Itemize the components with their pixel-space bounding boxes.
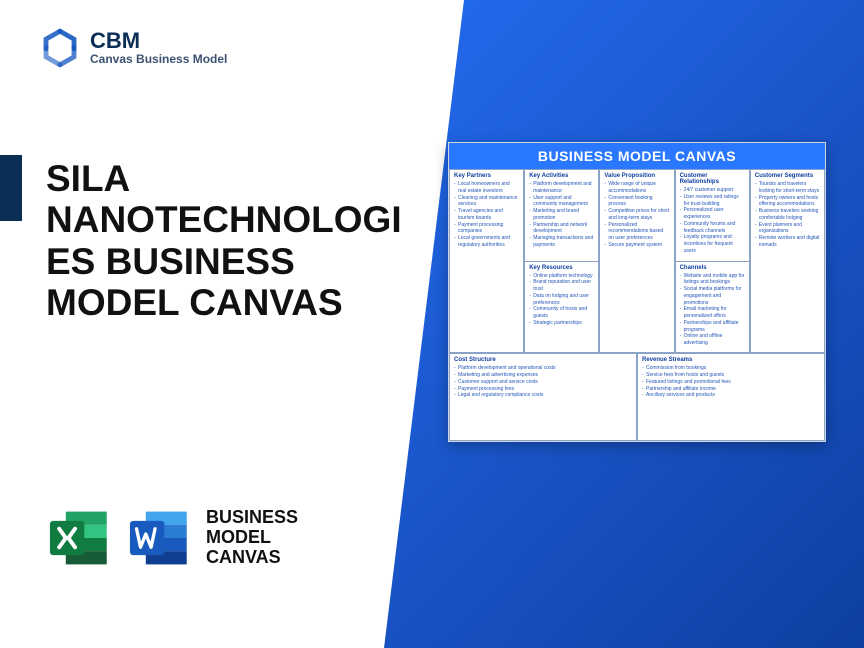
list-item: User support and community management (529, 195, 594, 209)
canvas-body: Key Partners Local homeowners and real e… (449, 169, 825, 441)
app-label: BUSINESSMODELCANVAS (206, 508, 298, 567)
brand-logo-block: CBM Canvas Business Model (40, 28, 227, 68)
list-item: Business travelers seeking comfortable l… (755, 208, 820, 222)
list-item: Personalized user experiences (680, 207, 745, 221)
list-item: Service fees from hosts and guests (642, 372, 820, 379)
accent-bar (0, 155, 22, 221)
list-item: Email marketing for personalized offers (680, 306, 745, 320)
list-item: Managing transactions and payments (529, 235, 594, 249)
list-item: Online and offline advertising (680, 333, 745, 347)
cell-relationships-channels: Customer Relationships 24/7 customer sup… (675, 169, 750, 353)
canvas-title: BUSINESS MODEL CANVAS (449, 143, 825, 169)
canvas-card: BUSINESS MODEL CANVAS Key Partners Local… (448, 142, 826, 442)
list-item: Commission from bookings (642, 365, 820, 372)
list-item: Data on lodging and user preferences (529, 293, 594, 307)
list-item: Website and mobile app for listings and … (680, 273, 745, 287)
list-item: Local homeowners and real estate investo… (454, 181, 519, 195)
list-item: Legal and regulatory compliance costs (454, 392, 632, 399)
list-item: Featured listings and promotional fees (642, 379, 820, 386)
list-item: Personalized recommendations based on us… (604, 222, 669, 242)
list-item: Partnerships and affiliate programs (680, 320, 745, 334)
list-item: Platform development and maintenance (529, 181, 594, 195)
list-item: Strategic partnerships (529, 320, 594, 327)
list-item: Online platform technology (529, 273, 594, 280)
list-item: Convenient booking process (604, 195, 669, 209)
list-item: 24/7 customer support (680, 187, 745, 194)
word-icon (126, 505, 192, 571)
cell-revenue-streams: Revenue Streams Commission from bookings… (637, 353, 825, 441)
list-item: Social media platforms for engagement an… (680, 286, 745, 306)
list-item: Customer support and service costs (454, 379, 632, 386)
list-item: User reviews and ratings for trust-build… (680, 194, 745, 208)
list-item: Payment processing companies (454, 222, 519, 236)
cell-cost-structure: Cost Structure Platform development and … (449, 353, 637, 441)
list-item: Event planners and organizations (755, 222, 820, 236)
list-item: Travel agencies and tourism boards (454, 208, 519, 222)
cell-key-partners: Key Partners Local homeowners and real e… (449, 169, 524, 353)
excel-icon (46, 505, 112, 571)
list-item: Community of hosts and guests (529, 306, 594, 320)
list-item: Platform development and operational cos… (454, 365, 632, 372)
list-item: Cleaning and maintenance services (454, 195, 519, 209)
list-item: Competitive prices for short and long-te… (604, 208, 669, 222)
cell-key-activities-resources: Key Activities Platform development and … (524, 169, 599, 353)
cbm-logo-icon (40, 28, 80, 68)
page-title: SILA NANOTECHNOLOGIES BUSINESS MODEL CAN… (46, 158, 406, 324)
brand-subtitle: Canvas Business Model (90, 52, 227, 66)
list-item: Tourists and travelers looking for short… (755, 181, 820, 195)
list-item: Secure payment system (604, 242, 669, 249)
list-item: Partnership and network development (529, 222, 594, 236)
list-item: Marketing and brand promotion (529, 208, 594, 222)
list-item: Local governments and regulatory authori… (454, 235, 519, 249)
list-item: Marketing and advertising expenses (454, 372, 632, 379)
list-item: Wide range of unique accommodations (604, 181, 669, 195)
list-item: Loyalty programs and incentives for freq… (680, 234, 745, 254)
list-item: Remote workers and digital nomads (755, 235, 820, 249)
cell-customer-segments: Customer Segments Tourists and travelers… (750, 169, 825, 353)
list-item: Property owners and hosts offering accom… (755, 195, 820, 209)
app-icons-row: BUSINESSMODELCANVAS (46, 505, 298, 571)
list-item: Partnership and affiliate income (642, 386, 820, 393)
list-item: Ancillary services and products (642, 392, 820, 399)
list-item: Payment processing fees (454, 386, 632, 393)
list-item: Community forums and feedback channels (680, 221, 745, 235)
list-item: Brand reputation and user trust (529, 279, 594, 293)
cell-value-proposition: Value Proposition Wide range of unique a… (599, 169, 674, 353)
brand-title: CBM (90, 30, 227, 52)
